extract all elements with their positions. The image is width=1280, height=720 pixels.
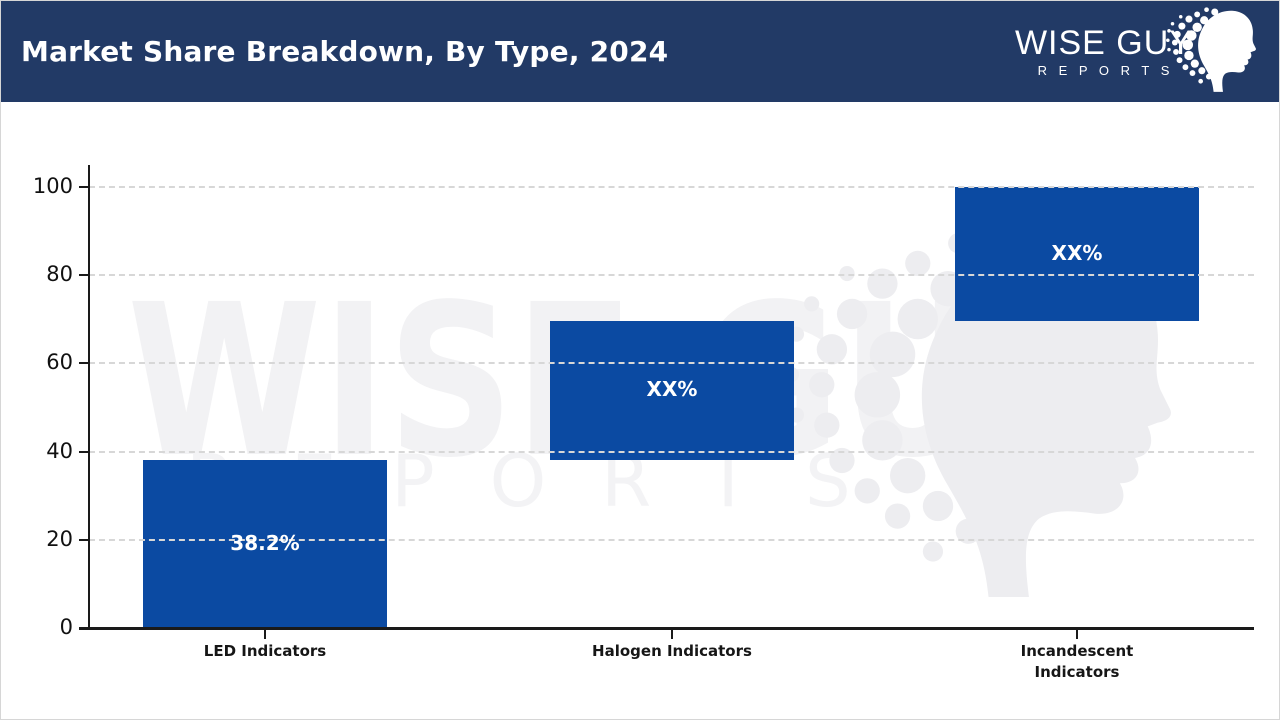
y-tick-label: 100 bbox=[32, 174, 73, 198]
logo-wordmark-reports: R E P O R T S bbox=[1037, 63, 1174, 78]
bar-value-label: XX% bbox=[1051, 241, 1103, 266]
y-tick bbox=[79, 538, 89, 541]
y-tick bbox=[79, 450, 89, 453]
gridline bbox=[89, 186, 1254, 188]
y-tick-label: 0 bbox=[59, 615, 73, 639]
bar bbox=[143, 459, 387, 628]
gridline bbox=[89, 362, 1254, 365]
y-tick-label: 60 bbox=[46, 350, 73, 375]
category-label: Incandescent Indicators bbox=[1020, 642, 1134, 681]
gridline bbox=[89, 450, 1254, 453]
gridline bbox=[89, 274, 1254, 277]
y-tick-label: 80 bbox=[46, 262, 73, 287]
x-axis-line bbox=[79, 627, 1254, 630]
logo: WISE GUY R E P O R T S bbox=[1015, 5, 1263, 98]
x-tick bbox=[1076, 630, 1078, 639]
bar bbox=[955, 187, 1199, 322]
y-axis-spine bbox=[88, 165, 90, 630]
x-tick bbox=[671, 630, 673, 639]
category-label: Halogen Indicators bbox=[592, 642, 752, 660]
y-tick-label: 20 bbox=[46, 526, 73, 551]
y-tick-label: 40 bbox=[46, 438, 73, 463]
bar-value-label: XX% bbox=[646, 377, 698, 402]
gridline bbox=[89, 538, 1254, 541]
logo-wordmark: WISE GUY R E P O R T S bbox=[1015, 26, 1193, 77]
y-tick bbox=[79, 186, 89, 188]
category-label: LED Indicators bbox=[203, 642, 327, 660]
logo-wordmark-main: WISE GUY bbox=[1014, 24, 1193, 62]
x-tick bbox=[264, 630, 266, 639]
watermark-head-icon bbox=[771, 223, 1201, 607]
page-title: Market Share Breakdown, By Type, 2024 bbox=[21, 35, 669, 68]
header: Market Share Breakdown, By Type, 2024 WI… bbox=[1, 1, 1279, 102]
logo-head-icon bbox=[1163, 5, 1263, 98]
y-tick bbox=[79, 362, 89, 365]
bar-value-label: 38.2% bbox=[230, 530, 300, 555]
y-tick bbox=[79, 274, 89, 277]
bar bbox=[550, 321, 794, 460]
